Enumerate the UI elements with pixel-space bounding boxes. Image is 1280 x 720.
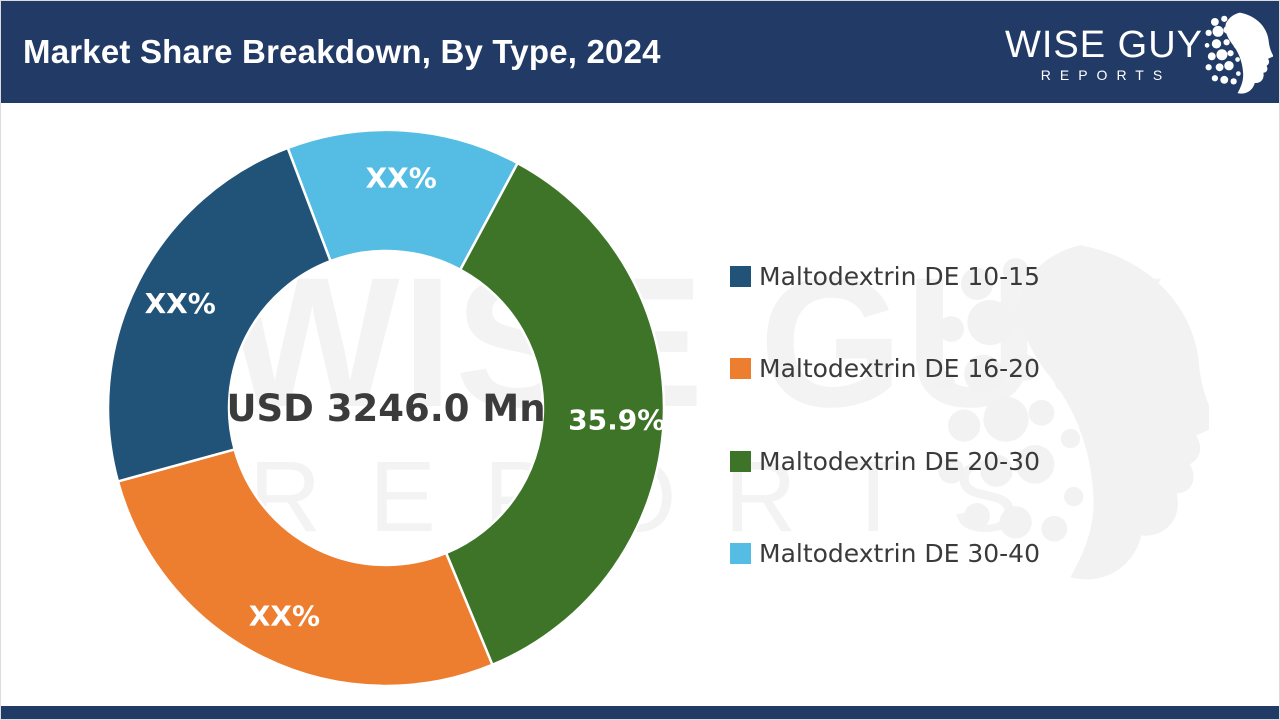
logo-wiseguy-text: WISE GUY [1004,23,1203,66]
donut-slice-maltodextrin-de-30-40 [286,128,519,271]
chart-title: Market Share Breakdown, By Type, 2024 [23,33,661,70]
footer-bar [1,706,1279,719]
donut-slice-maltodextrin-de-10-15 [106,146,332,483]
donut-center-value: USD 3246.0 Mn [226,387,545,430]
slice-value-label: XX% [366,162,437,195]
slice-value-label: XX% [145,287,216,320]
wiseguy-face-icon [1204,12,1273,94]
slice-value-label: XX% [249,599,320,632]
wiseguy-logo-text: WISE GUY REPORTS [1005,26,1203,83]
wiseguy-logo: WISE GUY REPORTS [1005,9,1273,99]
header-bar: Market Share Breakdown, By Type, 2024 WI… [1,1,1279,103]
watermark-face-icon [935,245,1209,580]
logo-reports-text: REPORTS [1040,66,1172,83]
slice-value-label: 35.9% [568,404,665,437]
donut-slice-maltodextrin-de-16-20 [116,448,494,688]
donut-slice-maltodextrin-de-20-30 [444,161,666,667]
